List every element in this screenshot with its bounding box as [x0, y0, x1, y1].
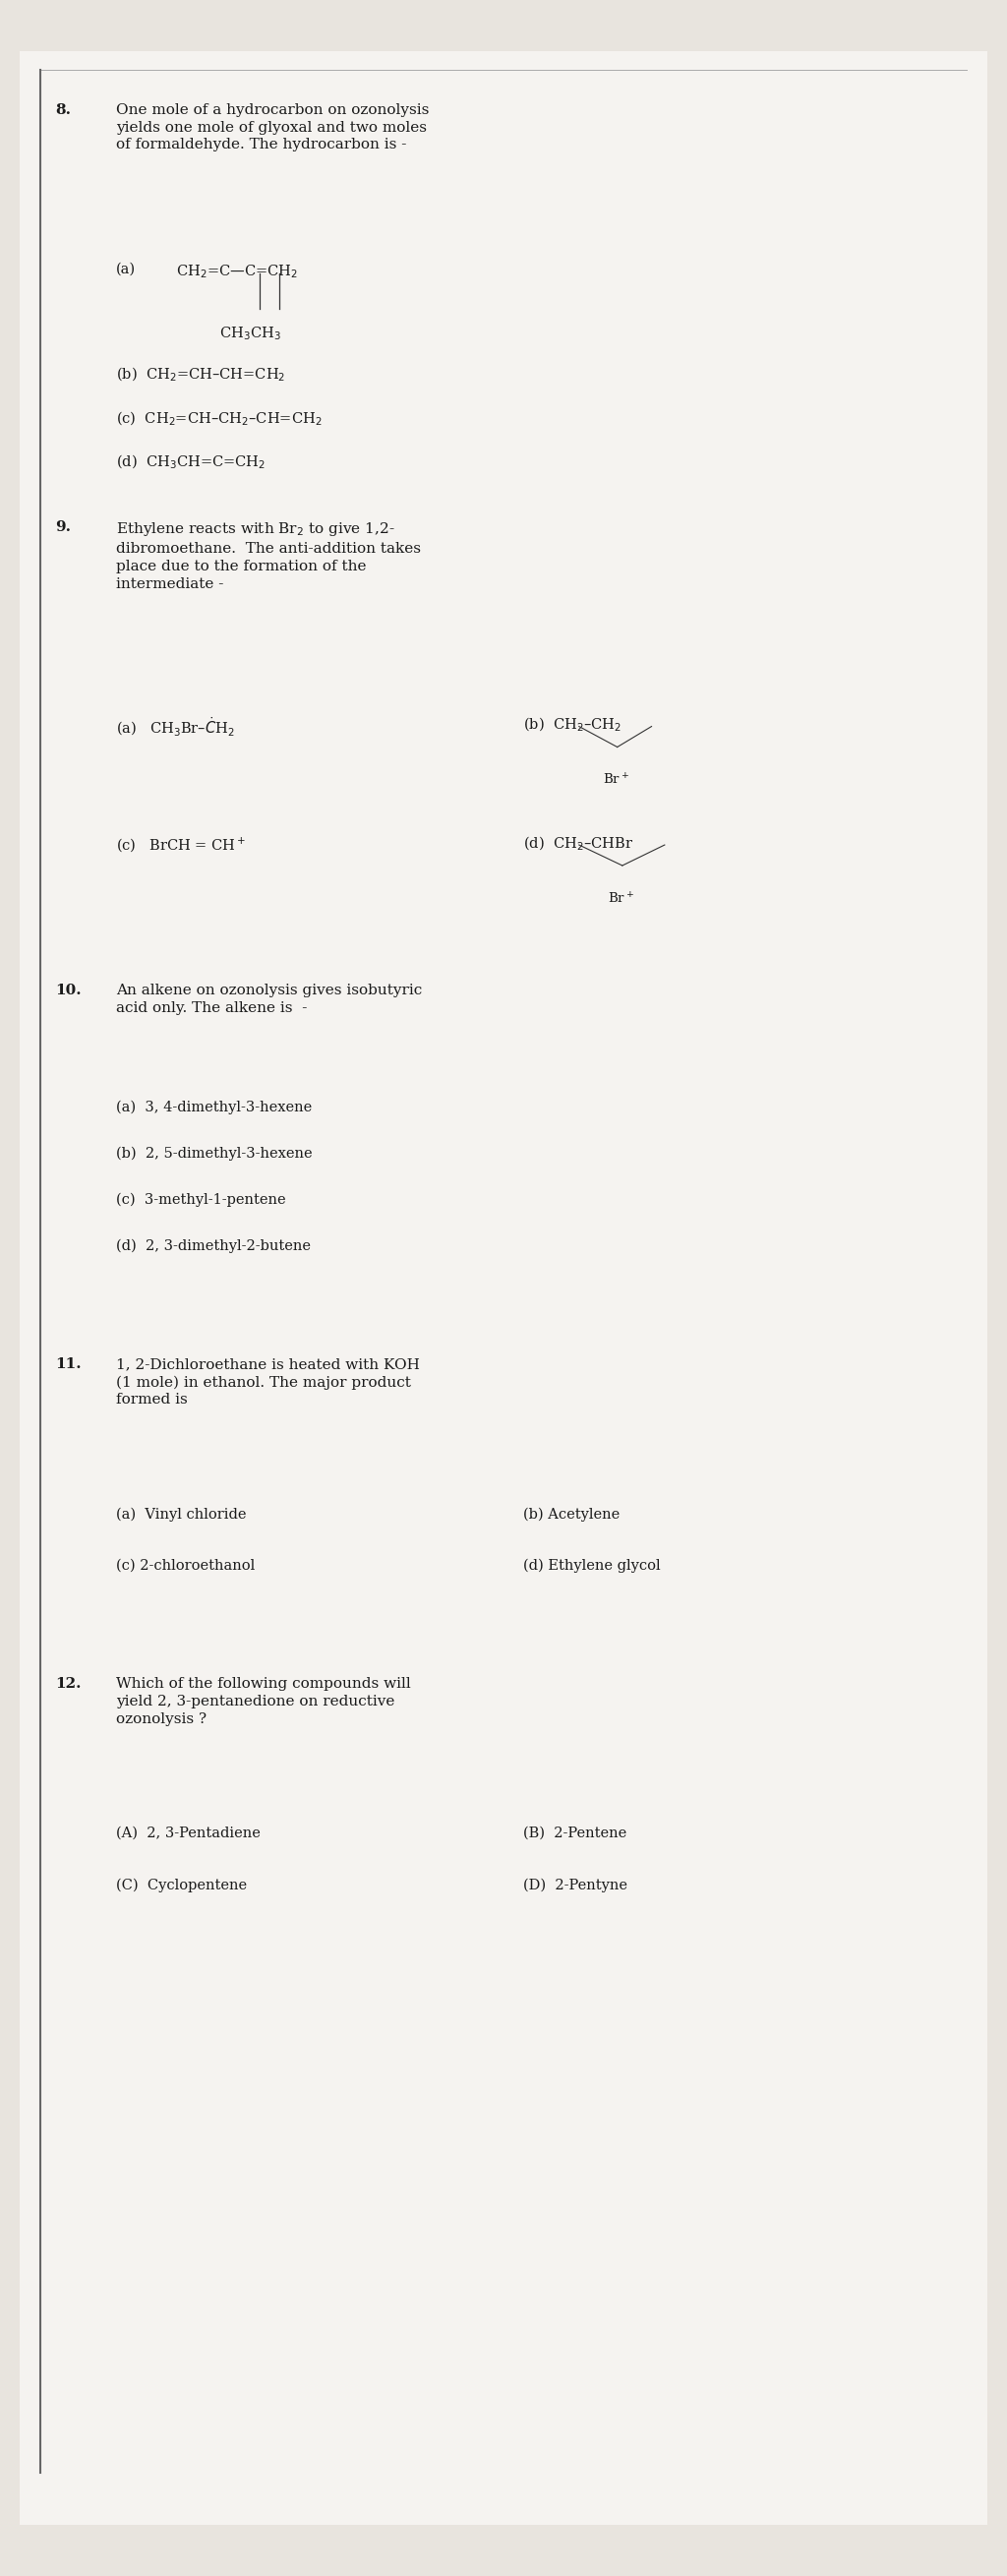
Text: (b) Acetylene: (b) Acetylene: [524, 1507, 620, 1520]
Text: (a)   CH$_3$Br–$\dot{C}$H$_2$: (a) CH$_3$Br–$\dot{C}$H$_2$: [116, 716, 235, 739]
Text: (a): (a): [116, 263, 136, 276]
Text: (d)  CH$_3$CH=C=CH$_2$: (d) CH$_3$CH=C=CH$_2$: [116, 453, 266, 471]
Text: (c)   BrCH = CH$^+$: (c) BrCH = CH$^+$: [116, 835, 246, 853]
Text: Br$^+$: Br$^+$: [608, 891, 634, 907]
Text: (A)  2, 3-Pentadiene: (A) 2, 3-Pentadiene: [116, 1826, 260, 1839]
Text: An alkene on ozonolysis gives isobutyric
acid only. The alkene is  -: An alkene on ozonolysis gives isobutyric…: [116, 984, 422, 1015]
Text: CH$_2$=C—C=CH$_2$: CH$_2$=C—C=CH$_2$: [176, 263, 298, 281]
Text: Which of the following compounds will
yield 2, 3-pentanedione on reductive
ozono: Which of the following compounds will yi…: [116, 1677, 411, 1726]
Text: (b)  2, 5-dimethyl-3-hexene: (b) 2, 5-dimethyl-3-hexene: [116, 1146, 312, 1159]
Text: (D)  2-Pentyne: (D) 2-Pentyne: [524, 1878, 628, 1891]
Text: 12.: 12.: [55, 1677, 82, 1690]
Text: One mole of a hydrocarbon on ozonolysis
yields one mole of glyoxal and two moles: One mole of a hydrocarbon on ozonolysis …: [116, 103, 429, 152]
Text: (C)  Cyclopentene: (C) Cyclopentene: [116, 1878, 247, 1891]
FancyBboxPatch shape: [20, 52, 987, 2524]
Text: (c) 2-chloroethanol: (c) 2-chloroethanol: [116, 1558, 255, 1571]
Text: (a)  Vinyl chloride: (a) Vinyl chloride: [116, 1507, 246, 1520]
Text: 9.: 9.: [55, 520, 71, 533]
Text: 1, 2-Dichloroethane is heated with KOH
(1 mole) in ethanol. The major product
fo: 1, 2-Dichloroethane is heated with KOH (…: [116, 1358, 420, 1406]
Text: (b)  CH$_2$=CH–CH=CH$_2$: (b) CH$_2$=CH–CH=CH$_2$: [116, 366, 285, 384]
Text: Ethylene reacts with Br$_2$ to give 1,2-
dibromoethane.  The anti-addition takes: Ethylene reacts with Br$_2$ to give 1,2-…: [116, 520, 421, 590]
Text: Br$^+$: Br$^+$: [603, 773, 629, 788]
Text: (d)  CH$_2$–CHBr: (d) CH$_2$–CHBr: [524, 835, 633, 853]
Text: (c)  CH$_2$=CH–CH$_2$–CH=CH$_2$: (c) CH$_2$=CH–CH$_2$–CH=CH$_2$: [116, 410, 322, 428]
Text: 8.: 8.: [55, 103, 71, 116]
Text: (d) Ethylene glycol: (d) Ethylene glycol: [524, 1558, 661, 1571]
Text: (B)  2-Pentene: (B) 2-Pentene: [524, 1826, 627, 1839]
Text: (d)  2, 3-dimethyl-2-butene: (d) 2, 3-dimethyl-2-butene: [116, 1239, 310, 1252]
Text: CH$_3$CH$_3$: CH$_3$CH$_3$: [220, 325, 281, 343]
Text: (c)  3-methyl-1-pentene: (c) 3-methyl-1-pentene: [116, 1193, 286, 1206]
Text: 11.: 11.: [55, 1358, 82, 1370]
Text: (b)  CH$_2$–CH$_2$: (b) CH$_2$–CH$_2$: [524, 716, 622, 734]
Text: 10.: 10.: [55, 984, 82, 997]
Text: (a)  3, 4-dimethyl-3-hexene: (a) 3, 4-dimethyl-3-hexene: [116, 1100, 312, 1113]
